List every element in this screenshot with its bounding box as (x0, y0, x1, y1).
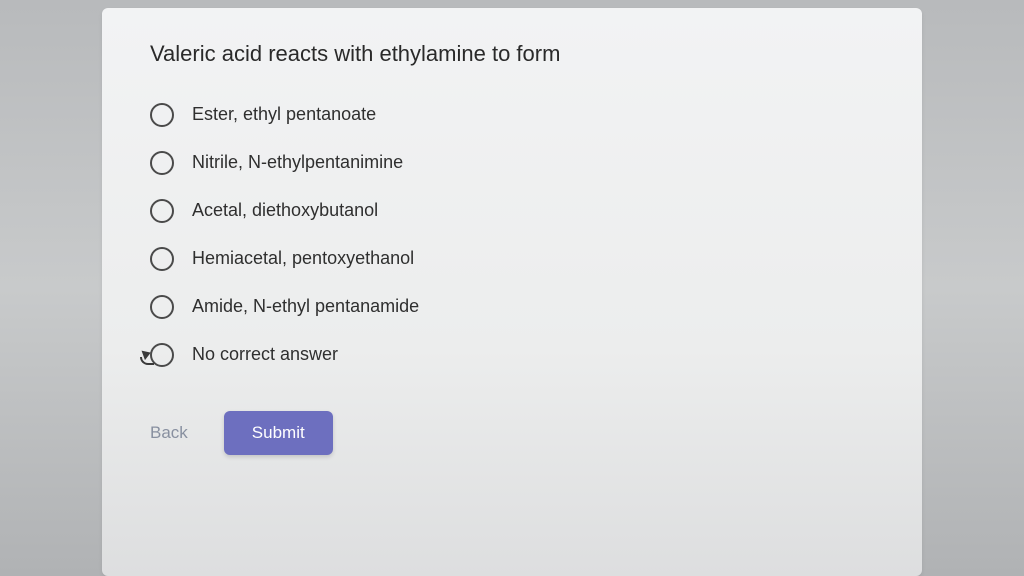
option-row[interactable]: No correct answer (150, 343, 874, 367)
radio-icon[interactable] (150, 343, 174, 367)
option-row[interactable]: Amide, N-ethyl pentanamide (150, 295, 874, 319)
option-label: Ester, ethyl pentanoate (192, 104, 376, 125)
options-list: Ester, ethyl pentanoate Nitrile, N-ethyl… (150, 103, 874, 367)
back-button[interactable]: Back (150, 423, 188, 443)
radio-icon[interactable] (150, 247, 174, 271)
question-card: Valeric acid reacts with ethylamine to f… (102, 8, 922, 576)
radio-icon[interactable] (150, 295, 174, 319)
option-label: Amide, N-ethyl pentanamide (192, 296, 419, 317)
option-label: Hemiacetal, pentoxyethanol (192, 248, 414, 269)
question-text: Valeric acid reacts with ethylamine to f… (150, 40, 874, 69)
option-row[interactable]: Hemiacetal, pentoxyethanol (150, 247, 874, 271)
actions-bar: Back Submit (150, 411, 874, 455)
option-label: No correct answer (192, 344, 338, 365)
option-row[interactable]: Acetal, diethoxybutanol (150, 199, 874, 223)
option-row[interactable]: Ester, ethyl pentanoate (150, 103, 874, 127)
option-label: Acetal, diethoxybutanol (192, 200, 378, 221)
submit-button[interactable]: Submit (224, 411, 333, 455)
radio-icon[interactable] (150, 199, 174, 223)
option-row[interactable]: Nitrile, N-ethylpentanimine (150, 151, 874, 175)
radio-icon[interactable] (150, 103, 174, 127)
radio-icon[interactable] (150, 151, 174, 175)
option-label: Nitrile, N-ethylpentanimine (192, 152, 403, 173)
